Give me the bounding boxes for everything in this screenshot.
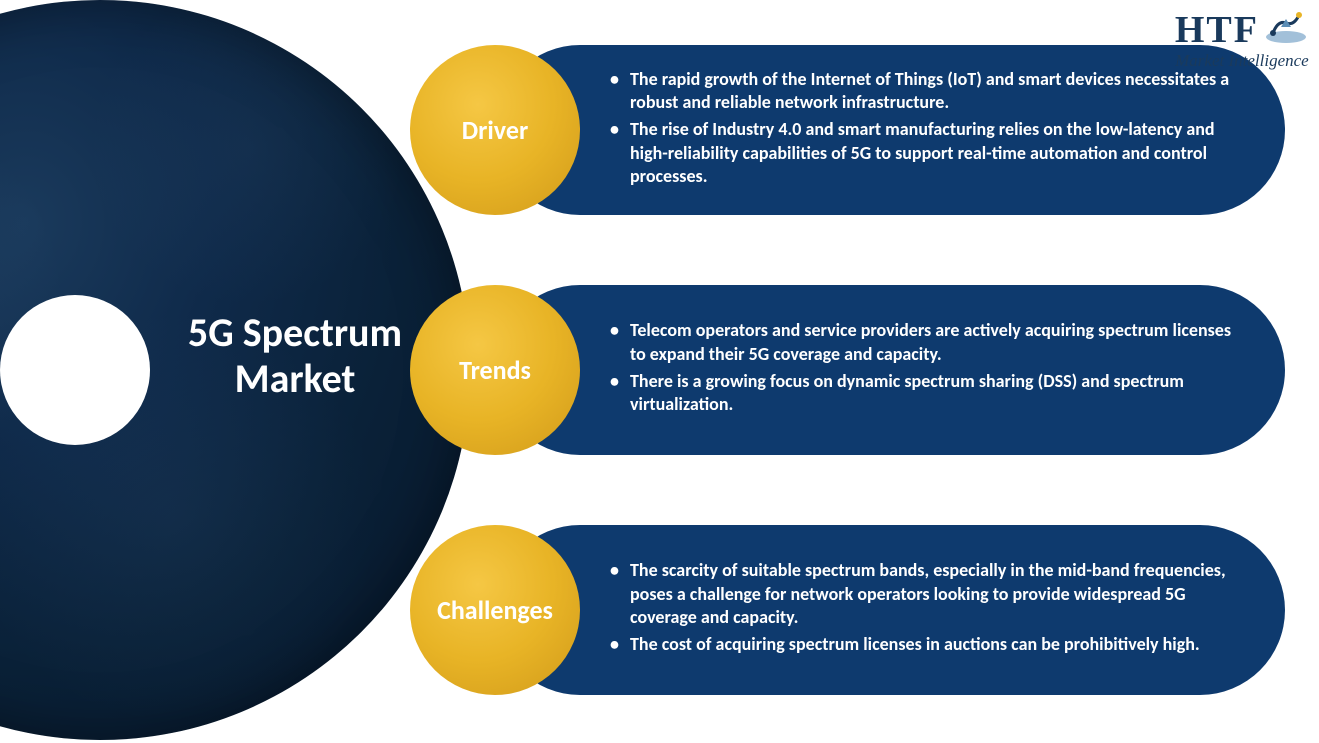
challenges-label: Challenges bbox=[437, 594, 553, 626]
driver-pill: The rapid growth of the Internet of Thin… bbox=[495, 45, 1285, 215]
logo-line1: HTF bbox=[1175, 5, 1309, 55]
challenges-label-circle: Challenges bbox=[410, 525, 580, 695]
driver-label-circle: Driver bbox=[410, 45, 580, 215]
trends-bullets: Telecom operators and service providers … bbox=[610, 319, 1245, 421]
logo-icon bbox=[1263, 5, 1309, 55]
challenges-pill: The scarcity of suitable spectrum bands,… bbox=[495, 525, 1285, 695]
logo-line2: Market Intelligence bbox=[1175, 51, 1309, 71]
main-title: 5G Spectrum Market bbox=[155, 310, 435, 402]
trends-bullet: Telecom operators and service providers … bbox=[610, 319, 1245, 366]
inner-hole bbox=[0, 295, 150, 445]
trends-label: Trends bbox=[459, 354, 531, 386]
logo-text-main: HTF bbox=[1175, 8, 1259, 52]
trends-label-circle: Trends bbox=[410, 285, 580, 455]
driver-label: Driver bbox=[462, 114, 528, 146]
driver-bullet: The rise of Industry 4.0 and smart manuf… bbox=[610, 118, 1245, 188]
driver-bullets: The rapid growth of the Internet of Thin… bbox=[610, 68, 1245, 193]
driver-bullet: The rapid growth of the Internet of Thin… bbox=[610, 68, 1245, 115]
challenges-bullet: The cost of acquiring spectrum licenses … bbox=[610, 633, 1245, 656]
trends-bullet: There is a growing focus on dynamic spec… bbox=[610, 370, 1245, 417]
logo: HTF Market Intelligence bbox=[1175, 5, 1309, 71]
challenges-bullet: The scarcity of suitable spectrum bands,… bbox=[610, 559, 1245, 629]
challenges-bullets: The scarcity of suitable spectrum bands,… bbox=[610, 559, 1245, 661]
trends-pill: Telecom operators and service providers … bbox=[495, 285, 1285, 455]
